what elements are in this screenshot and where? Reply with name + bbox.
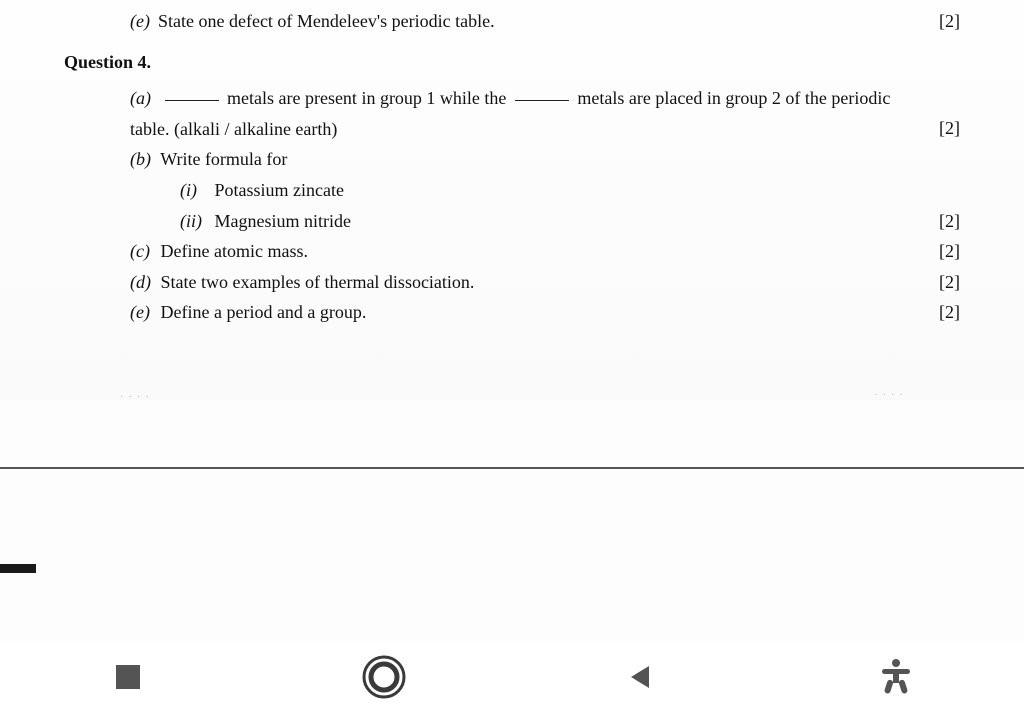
scan-artifact: · · · · [874,386,904,405]
subpart-text: Magnesium nitride [215,211,351,231]
part-text: Define atomic mass. [161,241,308,261]
nav-recents-button[interactable] [98,647,158,707]
question-header: Question 4. [64,47,994,78]
bottom-nav [0,641,1024,713]
marks-badge: [2] [939,6,960,37]
part-label: (e) [130,297,156,328]
q4-part-b-ii: (ii) Magnesium nitride [2] [180,206,994,237]
q4-part-a: (a) metals are present in group 1 while … [130,83,994,144]
page-edge-artifact [0,564,36,573]
part-text: State one defect of Mendeleev's periodic… [158,6,994,37]
part-label: (a) [130,83,156,114]
divider-rule [0,467,1024,469]
page-root: (e) State one defect of Mendeleev's peri… [0,0,1024,713]
scan-artifact: · · · · [120,388,150,407]
part-label: (b) [130,144,156,175]
part-text-segment: metals are present in group 1 while the [227,88,511,108]
subpart-text: Potassium zincate [215,180,344,200]
back-icon [625,662,655,692]
subpart-label: (ii) [180,206,210,237]
part-text: State two examples of thermal dissociati… [161,272,475,292]
fill-blank[interactable] [515,100,569,101]
square-icon [115,664,141,690]
record-icon [361,654,407,700]
marks-badge: [2] [939,267,960,298]
nav-home-button[interactable] [354,647,414,707]
q4-part-b-i: (i) Potassium zincate [180,175,994,206]
q4-part-c: (c) Define atomic mass. [2] [130,236,994,267]
subpart-label: (i) [180,175,210,206]
marks-badge: [2] [939,206,960,237]
nav-accessibility-button[interactable] [866,647,926,707]
q4-part-b: (b) Write formula for [130,144,994,175]
marks-badge: [2] [939,297,960,328]
marks-badge: [2] [939,113,960,144]
prev-part-e: (e) State one defect of Mendeleev's peri… [130,6,994,37]
fill-blank[interactable] [165,100,219,101]
nav-back-button[interactable] [610,647,670,707]
part-text: Write formula for [160,149,287,169]
marks-badge: [2] [939,236,960,267]
q4-part-d: (d) State two examples of thermal dissoc… [130,267,994,298]
part-label: (e) [130,6,150,37]
part-label: (d) [130,267,156,298]
part-text: Define a period and a group. [161,302,367,322]
document-body: (e) State one defect of Mendeleev's peri… [0,0,1024,400]
part-label: (c) [130,236,156,267]
accessibility-icon [879,658,913,696]
q4-part-e: (e) Define a period and a group. [2] [130,297,994,328]
